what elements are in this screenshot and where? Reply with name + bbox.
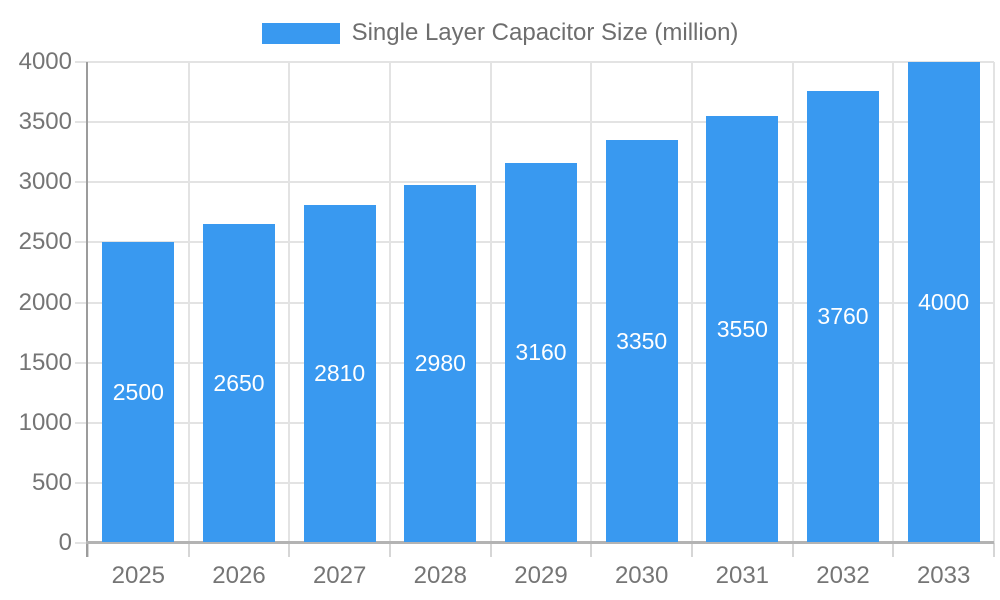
bar-2033[interactable]: 4000 [907, 62, 980, 542]
x-axis-label: 2025 [111, 562, 166, 589]
x-gridline [691, 62, 693, 543]
legend[interactable]: Single Layer Capacitor Size (million) [0, 16, 1000, 50]
bar-value-label: 3760 [817, 302, 869, 329]
legend-swatch [261, 22, 340, 44]
y-axis-label: 1500 [18, 348, 72, 376]
x-axis-label: 2029 [514, 562, 568, 589]
y-gridline [88, 121, 994, 124]
x-gridline [288, 62, 291, 543]
bar-2028[interactable]: 2980 [404, 184, 477, 542]
bar-value-label: 3160 [515, 338, 567, 365]
x-gridline [993, 62, 995, 543]
bar-2025[interactable]: 2500 [102, 242, 175, 542]
x-axis-tick [187, 543, 190, 557]
bar-value-label: 3550 [716, 315, 768, 342]
x-axis-tick [389, 543, 391, 557]
x-gridline [187, 62, 190, 543]
bar-value-label: 2980 [414, 349, 466, 376]
legend-label: Single Layer Capacitor Size (million) [351, 19, 739, 46]
bar-value-label: 3350 [616, 327, 668, 354]
x-axis-label: 2033 [916, 562, 971, 589]
x-gridline [590, 62, 593, 543]
x-gridline [892, 62, 895, 543]
y-axis-label: 500 [31, 468, 72, 496]
bar-2030[interactable]: 3350 [605, 140, 678, 542]
x-axis-tick [691, 543, 693, 557]
x-axis-label: 2032 [816, 562, 870, 589]
y-axis-tick [75, 481, 88, 484]
x-axis-label: 2031 [715, 562, 770, 589]
x-axis-label: 2027 [312, 562, 367, 589]
y-axis-tick [75, 121, 88, 124]
x-axis-tick [288, 543, 291, 557]
bar-value-label: 2810 [314, 360, 366, 387]
x-axis-label: 2030 [614, 562, 669, 589]
y-axis-line [86, 62, 88, 557]
y-axis-tick [75, 421, 88, 424]
y-axis-label: 2000 [18, 288, 72, 316]
bar-value-label: 4000 [918, 288, 970, 315]
x-axis-label: 2026 [212, 562, 266, 589]
y-axis-tick [75, 542, 88, 544]
y-axis-label: 3000 [18, 168, 72, 196]
bar-2027[interactable]: 2810 [303, 205, 376, 542]
bar-2031[interactable]: 3550 [706, 116, 779, 542]
x-gridline [791, 62, 794, 543]
y-gridline [88, 61, 994, 63]
y-axis-label: 1000 [18, 408, 72, 436]
y-axis-label: 3500 [18, 108, 72, 136]
x-gridline [489, 62, 492, 543]
x-axis-tick [590, 543, 593, 557]
x-gridline [389, 62, 391, 543]
bar-2032[interactable]: 3760 [807, 90, 879, 542]
x-axis-tick [489, 543, 492, 557]
bar-2026[interactable]: 2650 [203, 224, 275, 542]
y-axis-tick [75, 241, 88, 244]
y-axis-tick [75, 61, 88, 63]
x-axis-label: 2028 [413, 562, 468, 589]
bar-value-label: 2500 [112, 378, 164, 405]
x-axis-tick [892, 543, 895, 557]
x-axis-tick [791, 543, 794, 557]
bar-value-label: 2650 [213, 369, 265, 396]
y-axis-tick [75, 181, 88, 184]
x-axis-line [86, 541, 994, 544]
x-axis-tick [87, 543, 89, 557]
x-axis-tick [993, 543, 995, 557]
y-axis-label: 0 [58, 529, 72, 556]
y-axis-tick [75, 361, 88, 364]
bar-2029[interactable]: 3160 [505, 163, 577, 542]
y-axis-label: 4000 [18, 48, 72, 75]
y-axis-tick [75, 301, 88, 304]
y-axis-label: 2500 [18, 228, 72, 256]
